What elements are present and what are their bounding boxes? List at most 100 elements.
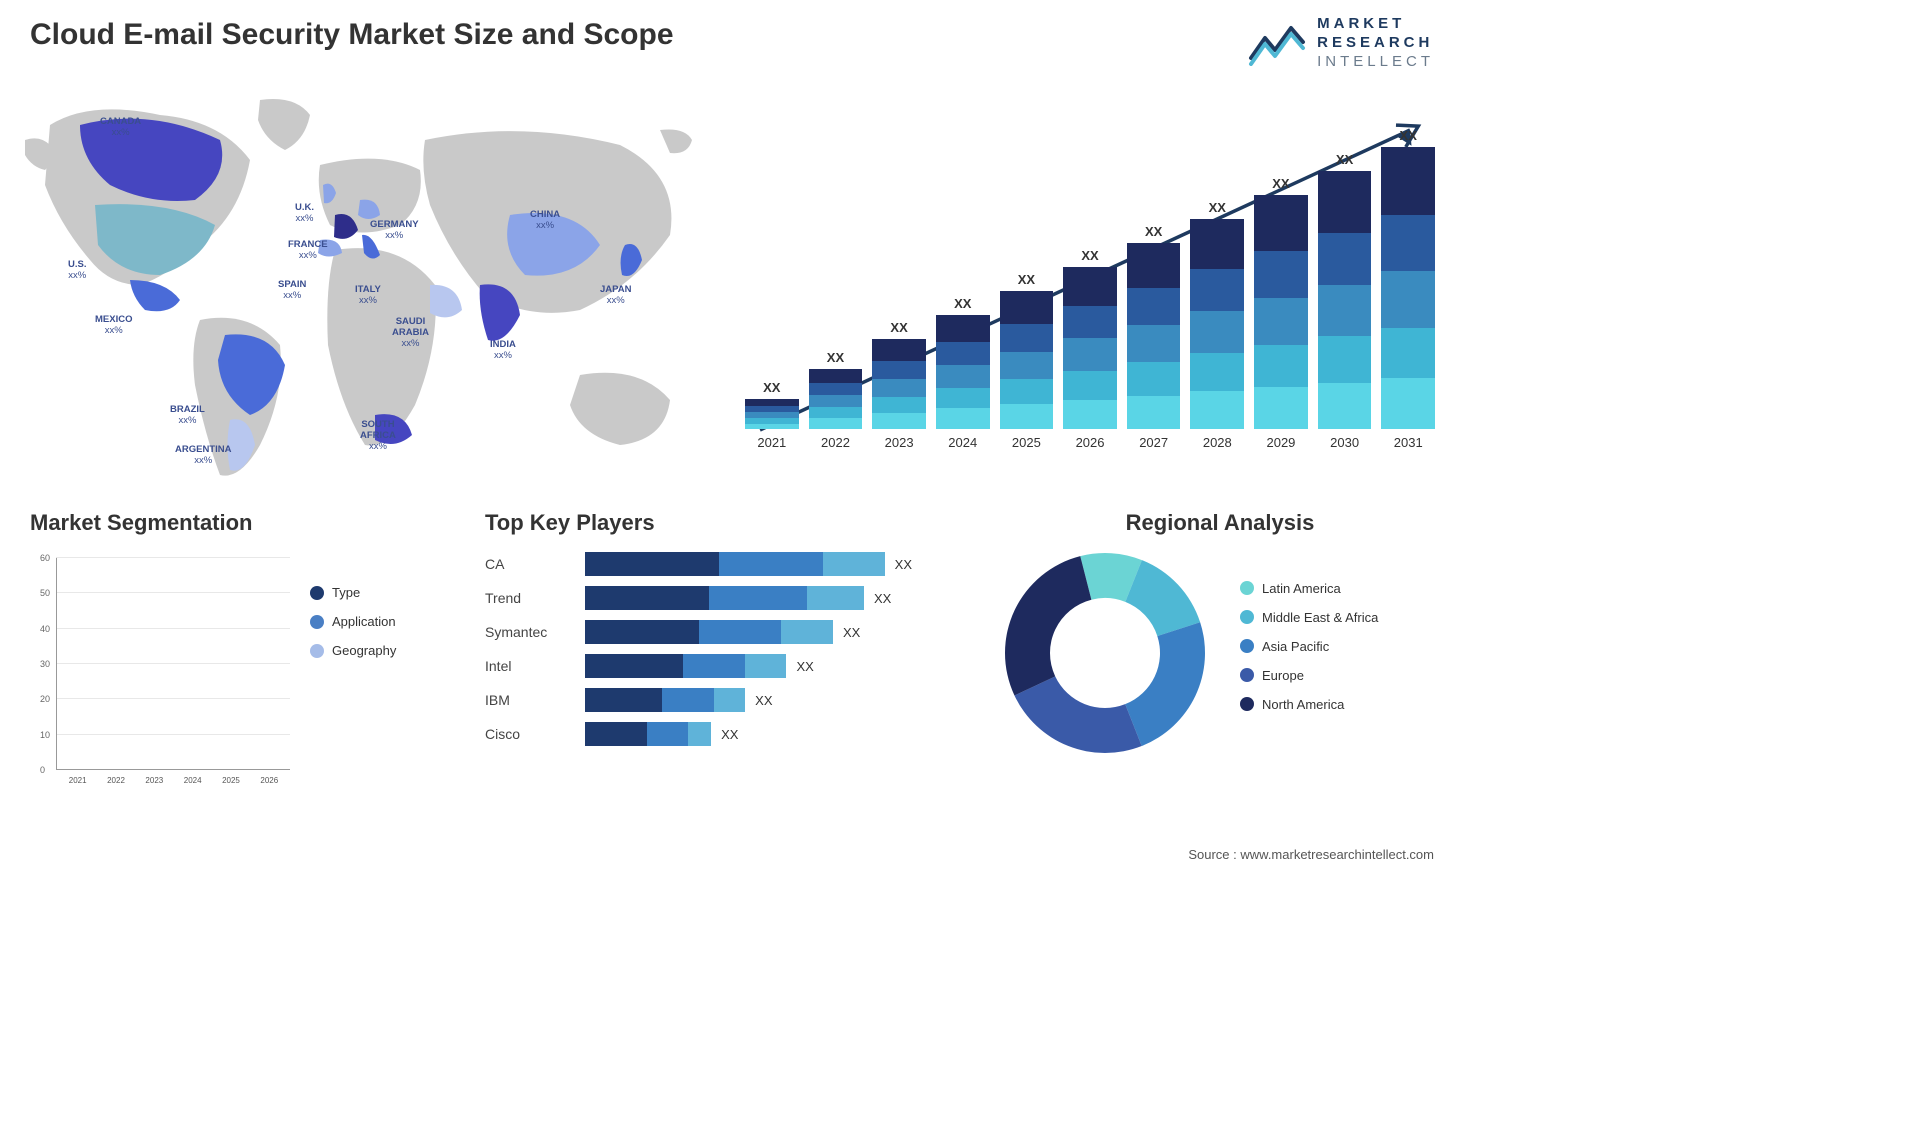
map-label-brazil: BRAZILxx% xyxy=(170,405,205,427)
logo-icon xyxy=(1247,20,1307,66)
growth-bar-2026: XX 2026 xyxy=(1063,248,1117,450)
keyplayers-chart: CAXXTrendXXSymantecXXIntelXXIBMXXCiscoXX xyxy=(485,548,985,750)
keyplayer-row-cisco: Cisco XX xyxy=(485,718,985,750)
seg-legend-item: Type xyxy=(310,585,396,600)
seg-ytick: 20 xyxy=(40,694,50,704)
growth-bar-label: XX xyxy=(1209,200,1226,215)
growth-bar-2022: XX 2022 xyxy=(809,350,863,450)
map-label-italy: ITALYxx% xyxy=(355,285,381,307)
growth-year-label: 2022 xyxy=(821,435,850,450)
segmentation-title: Market Segmentation xyxy=(30,510,470,536)
keyplayer-row-ibm: IBMXX xyxy=(485,684,985,716)
map-label-spain: SPAINxx% xyxy=(278,280,306,302)
growth-bar-label: XX xyxy=(1081,248,1098,263)
regional-legend-item: North America xyxy=(1240,697,1378,712)
seg-ytick: 60 xyxy=(40,553,50,563)
segmentation-legend: Type Application Geography xyxy=(310,585,396,672)
growth-bar-label: XX xyxy=(1336,152,1353,167)
keyplayer-value: XX xyxy=(721,727,738,742)
keyplayer-name: CA xyxy=(485,556,585,572)
map-label-france: FRANCExx% xyxy=(288,240,328,262)
keyplayers-title: Top Key Players xyxy=(485,510,985,536)
seg-ytick: 0 xyxy=(40,765,45,775)
growth-bar-2023: XX 2023 xyxy=(872,320,926,450)
growth-bar-label: XX xyxy=(954,296,971,311)
growth-bar-label: XX xyxy=(763,380,780,395)
keyplayer-name: Cisco xyxy=(485,726,585,742)
regional-section: Regional Analysis Latin AmericaMiddle Ea… xyxy=(1000,510,1440,758)
seg-ytick: 50 xyxy=(40,588,50,598)
keyplayer-value: XX xyxy=(755,693,772,708)
page-title: Cloud E-mail Security Market Size and Sc… xyxy=(30,18,674,52)
keyplayer-value: XX xyxy=(797,659,814,674)
keyplayer-row-intel: Intel XX xyxy=(485,650,985,682)
brand-logo: MARKET RESEARCH INTELLECT xyxy=(1247,15,1434,71)
keyplayer-row-symantec: SymantecXX xyxy=(485,616,985,648)
donut-segment xyxy=(1014,676,1141,753)
keyplayers-section: Top Key Players CAXXTrendXXSymantecXXInt… xyxy=(485,510,985,752)
seg-legend-item: Geography xyxy=(310,643,396,658)
map-label-u-k-: U.K.xx% xyxy=(295,203,314,225)
keyplayer-value: XX xyxy=(874,591,891,606)
world-map: CANADAxx% U.S.xx% MEXICOxx% BRAZILxx% ARGENT… xyxy=(20,85,700,480)
donut-segment xyxy=(1125,622,1205,746)
map-label-canada: CANADAxx% xyxy=(100,117,141,139)
growth-bar-label: XX xyxy=(1272,176,1289,191)
map-label-south-africa: SOUTHAFRICAxx% xyxy=(360,420,396,453)
growth-year-label: 2025 xyxy=(1012,435,1041,450)
growth-bar-label: XX xyxy=(1145,224,1162,239)
keyplayer-row-trend: Trend XX xyxy=(485,582,985,614)
growth-bar-2025: XX 2025 xyxy=(1000,272,1054,450)
growth-year-label: 2023 xyxy=(885,435,914,450)
seg-year-label: 2026 xyxy=(253,776,286,785)
growth-bar-2029: XX2029 xyxy=(1254,176,1308,450)
keyplayer-value: XX xyxy=(843,625,860,640)
keyplayer-name: Trend xyxy=(485,590,585,606)
growth-bar-label: XX xyxy=(1018,272,1035,287)
seg-ytick: 30 xyxy=(40,659,50,669)
seg-year-label: 2024 xyxy=(176,776,209,785)
map-label-mexico: MEXICOxx% xyxy=(95,315,132,337)
regional-legend-item: Latin America xyxy=(1240,581,1378,596)
growth-bar-label: XX xyxy=(1400,128,1417,143)
keyplayer-row-ca: CA XX xyxy=(485,548,985,580)
map-label-china: CHINAxx% xyxy=(530,210,560,232)
growth-year-label: 2026 xyxy=(1076,435,1105,450)
seg-legend-item: Application xyxy=(310,614,396,629)
keyplayer-value: XX xyxy=(895,557,912,572)
seg-ytick: 10 xyxy=(40,730,50,740)
growth-bar-2028: XX 2028 xyxy=(1190,200,1244,450)
growth-year-label: 2021 xyxy=(757,435,786,450)
growth-year-label: 2031 xyxy=(1394,435,1423,450)
growth-bar-label: XX xyxy=(827,350,844,365)
growth-bar-2024: XX 2024 xyxy=(936,296,990,450)
map-label-u-s-: U.S.xx% xyxy=(68,260,86,282)
growth-year-label: 2024 xyxy=(948,435,977,450)
map-label-saudi-arabia: SAUDIARABIAxx% xyxy=(392,317,429,350)
regional-legend-item: Asia Pacific xyxy=(1240,639,1378,654)
map-label-germany: GERMANYxx% xyxy=(370,220,419,242)
seg-year-label: 2021 xyxy=(61,776,94,785)
regional-legend-item: Europe xyxy=(1240,668,1378,683)
donut-segment xyxy=(1005,556,1091,695)
segmentation-chart: 2021 2022 2023 2024 2025 2026 0 10 20 30 40 50 60 xyxy=(30,548,290,788)
source-attribution: Source : www.marketresearchintellect.com xyxy=(1188,847,1434,862)
keyplayer-name: Intel xyxy=(485,658,585,674)
map-label-argentina: ARGENTINAxx% xyxy=(175,445,231,467)
growth-bar-2031: XX 2031 xyxy=(1381,128,1435,450)
growth-year-label: 2030 xyxy=(1330,435,1359,450)
growth-bar-2030: XX 2030 xyxy=(1318,152,1372,450)
growth-year-label: 2028 xyxy=(1203,435,1232,450)
seg-ytick: 40 xyxy=(40,624,50,634)
map-label-japan: JAPANxx% xyxy=(600,285,632,307)
seg-year-label: 2025 xyxy=(214,776,247,785)
growth-year-label: 2027 xyxy=(1139,435,1168,450)
seg-year-label: 2023 xyxy=(138,776,171,785)
regional-donut-chart xyxy=(1000,548,1210,758)
growth-bar-2021: XX 2021 xyxy=(745,380,799,450)
segmentation-section: Market Segmentation 2021 2022 2023 2024 2025… xyxy=(30,510,470,788)
regional-legend: Latin AmericaMiddle East & AfricaAsia Pa… xyxy=(1240,581,1378,726)
growth-bar-2027: XX 2027 xyxy=(1127,224,1181,450)
growth-bar-label: XX xyxy=(890,320,907,335)
seg-year-label: 2022 xyxy=(99,776,132,785)
